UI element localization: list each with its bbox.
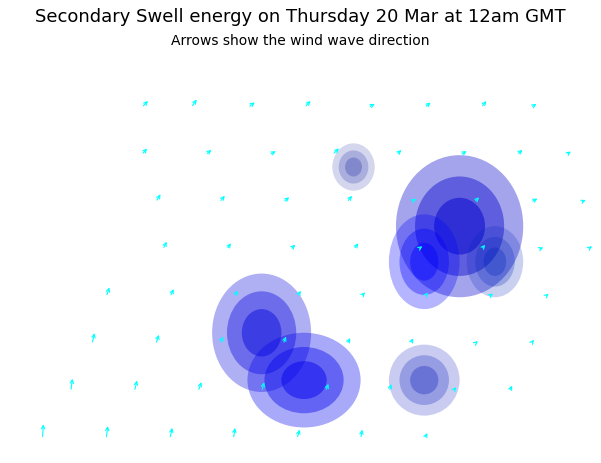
Ellipse shape xyxy=(400,229,449,295)
Ellipse shape xyxy=(345,157,362,176)
Ellipse shape xyxy=(332,144,375,191)
Ellipse shape xyxy=(242,309,281,357)
Ellipse shape xyxy=(339,150,368,184)
Ellipse shape xyxy=(415,176,504,276)
Ellipse shape xyxy=(434,198,485,255)
Ellipse shape xyxy=(389,344,460,416)
Ellipse shape xyxy=(466,226,523,297)
Ellipse shape xyxy=(227,291,296,374)
Ellipse shape xyxy=(212,274,311,392)
Ellipse shape xyxy=(389,214,460,309)
Ellipse shape xyxy=(264,347,344,413)
Ellipse shape xyxy=(484,248,506,276)
Ellipse shape xyxy=(400,355,449,405)
Ellipse shape xyxy=(475,237,514,287)
Ellipse shape xyxy=(248,333,361,427)
Text: Secondary Swell energy on Thursday 20 Mar at 12am GMT: Secondary Swell energy on Thursday 20 Ma… xyxy=(35,8,566,26)
Ellipse shape xyxy=(396,155,523,297)
Ellipse shape xyxy=(410,366,438,394)
Text: Arrows show the wind wave direction: Arrows show the wind wave direction xyxy=(171,34,430,48)
Ellipse shape xyxy=(281,361,327,399)
Ellipse shape xyxy=(410,243,438,281)
